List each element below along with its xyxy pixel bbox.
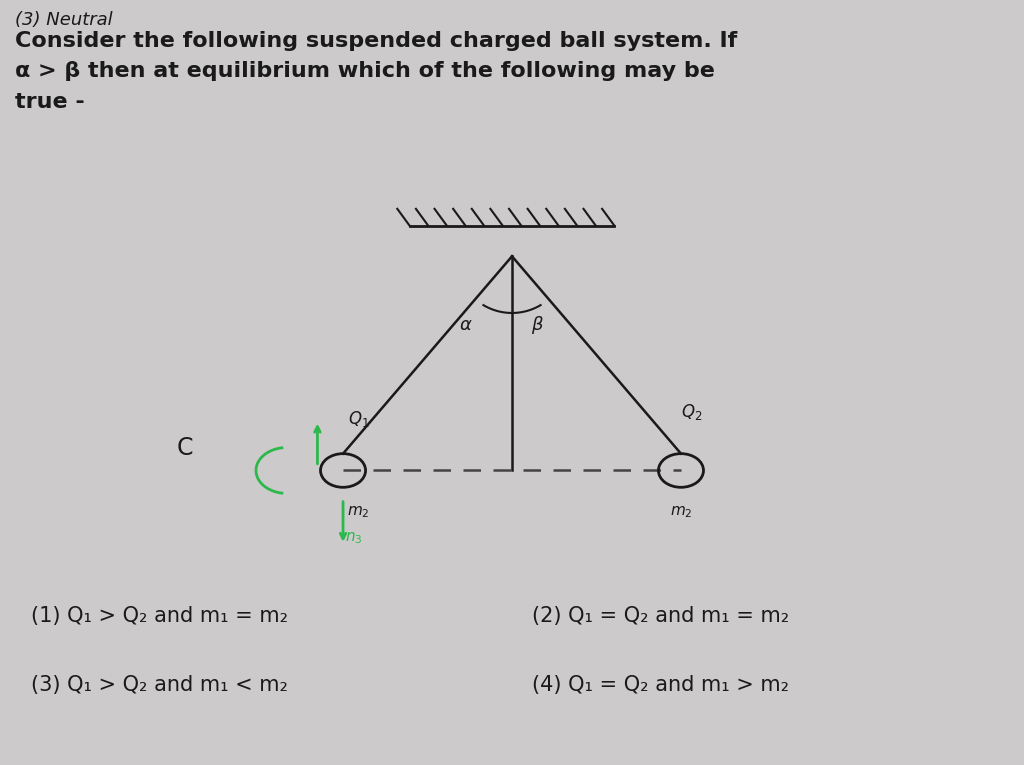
Text: $m_2$: $m_2$: [670, 504, 692, 519]
Text: $n_3$: $n_3$: [344, 531, 362, 546]
Text: (3) Q₁ > Q₂ and m₁ < m₂: (3) Q₁ > Q₂ and m₁ < m₂: [31, 675, 288, 695]
Text: (2) Q₁ = Q₂ and m₁ = m₂: (2) Q₁ = Q₂ and m₁ = m₂: [532, 606, 790, 626]
Text: $\mathsf{C}$: $\mathsf{C}$: [176, 435, 193, 460]
Text: $Q_1$: $Q_1$: [348, 409, 369, 429]
Text: $\alpha$: $\alpha$: [459, 316, 473, 334]
Text: $Q_2$: $Q_2$: [681, 402, 701, 422]
Text: (1) Q₁ > Q₂ and m₁ = m₂: (1) Q₁ > Q₂ and m₁ = m₂: [31, 606, 288, 626]
Text: $\beta$: $\beta$: [531, 314, 544, 336]
Text: α > β then at equilibrium which of the following may be: α > β then at equilibrium which of the f…: [15, 61, 715, 81]
Text: (3) Neutral: (3) Neutral: [15, 11, 113, 30]
Text: true -: true -: [15, 92, 85, 112]
Text: (4) Q₁ = Q₂ and m₁ > m₂: (4) Q₁ = Q₂ and m₁ > m₂: [532, 675, 790, 695]
Text: Consider the following suspended charged ball system. If: Consider the following suspended charged…: [15, 31, 737, 50]
Text: $m_2$: $m_2$: [347, 504, 370, 519]
